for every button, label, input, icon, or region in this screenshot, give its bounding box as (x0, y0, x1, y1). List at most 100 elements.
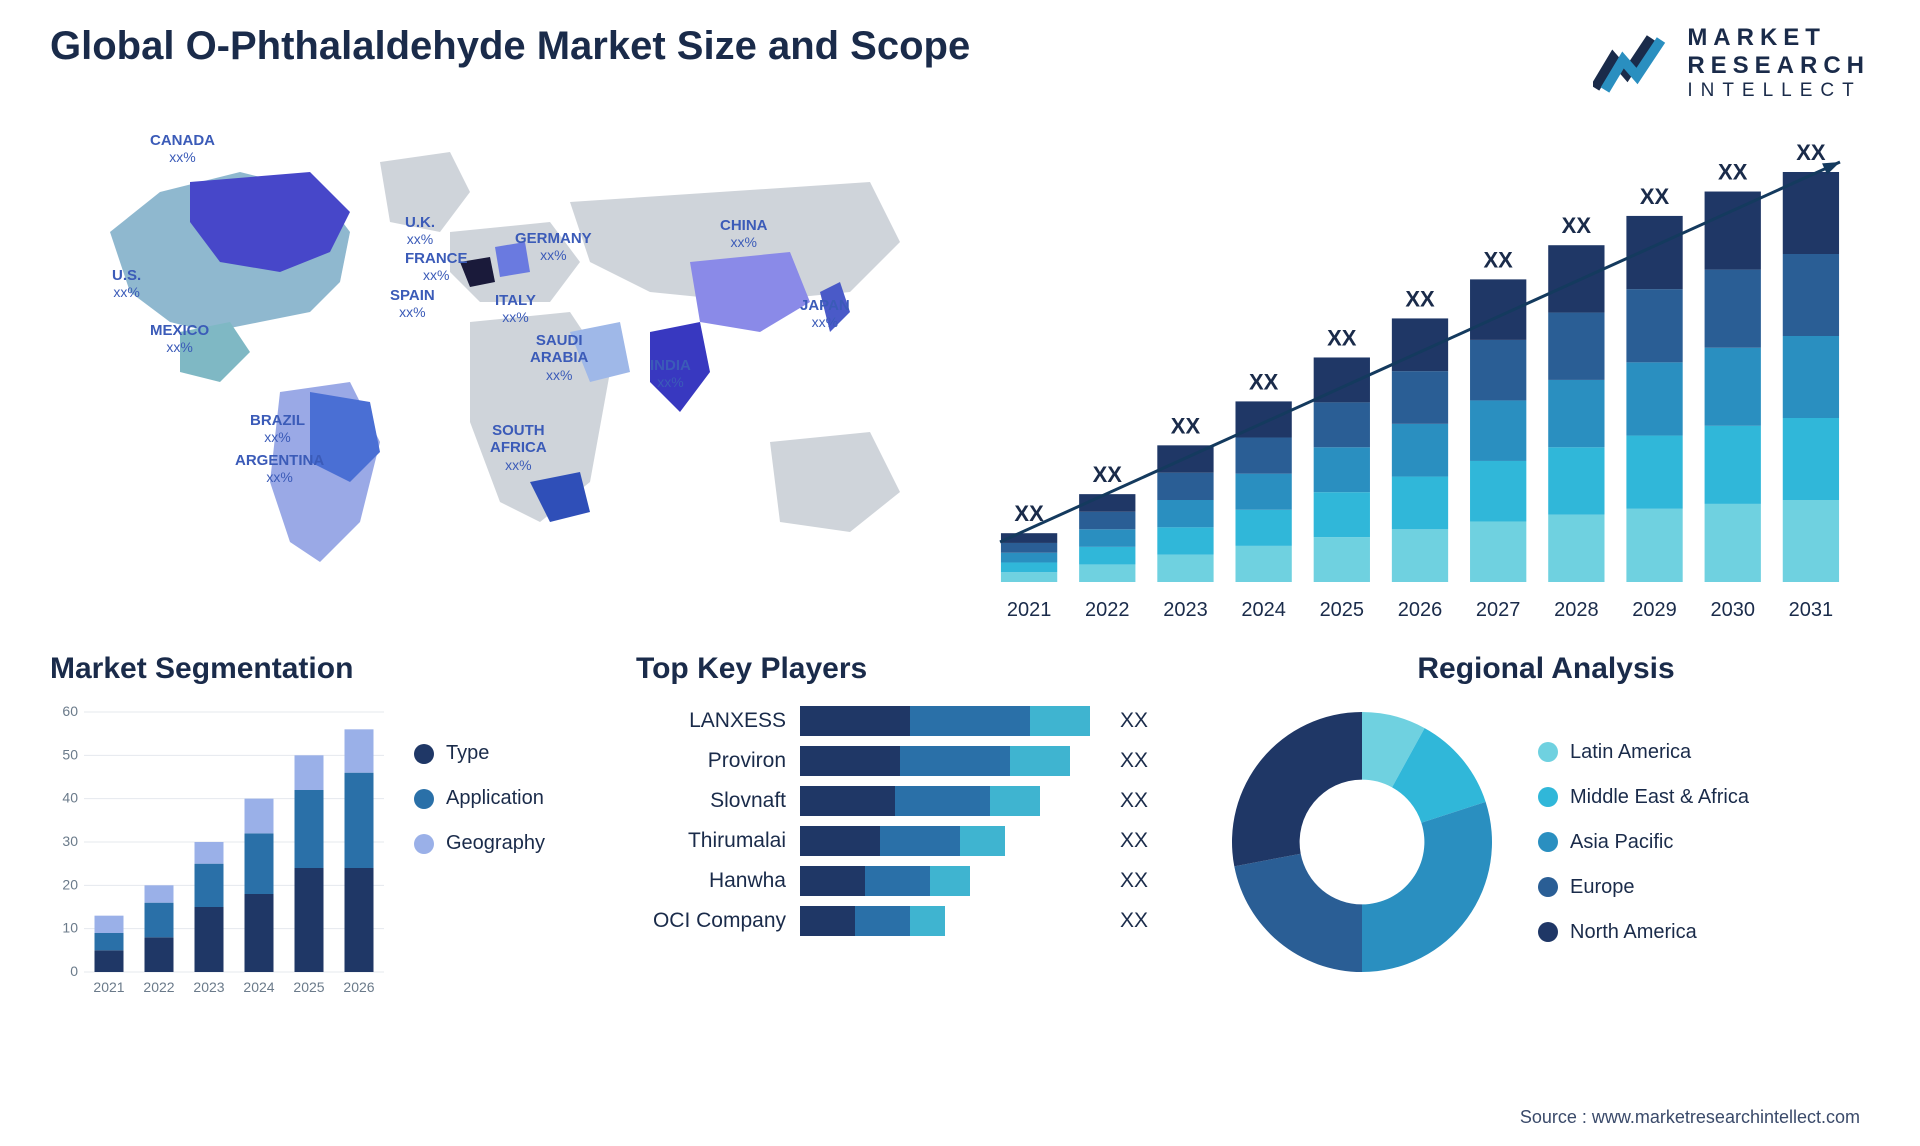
seg-bar-seg (195, 842, 224, 864)
growth-bar-seg (1548, 313, 1604, 380)
seg-year-label: 2022 (143, 979, 174, 995)
player-bar (800, 906, 1100, 936)
swatch-icon (414, 834, 434, 854)
player-bar (800, 826, 1100, 856)
player-bar-seg (800, 706, 910, 736)
regional-legend-label: North America (1570, 921, 1697, 944)
growth-bar-seg (1548, 447, 1604, 514)
seg-ytick: 60 (62, 703, 78, 719)
growth-bar-seg (1626, 216, 1682, 289)
growth-year-label: 2030 (1710, 599, 1755, 621)
player-bar-seg (800, 746, 900, 776)
map-region-china (690, 252, 810, 332)
regional-legend-label: Asia Pacific (1570, 831, 1673, 854)
growth-bar-seg (1314, 492, 1370, 537)
seg-bar-seg (95, 933, 124, 950)
player-row: HanwhaXX (636, 866, 1186, 896)
growth-bar-label: XX (1171, 413, 1201, 438)
regional-legend-item: Europe (1538, 876, 1749, 899)
growth-bar-label: XX (1249, 369, 1279, 394)
player-value: XX (1120, 829, 1148, 853)
regional-legend-label: Middle East & Africa (1570, 786, 1749, 809)
seg-bar-seg (145, 885, 174, 902)
seg-ytick: 10 (62, 920, 78, 936)
swatch-icon (1538, 787, 1558, 807)
regional-legend-item: North America (1538, 921, 1749, 944)
growth-bar-seg (1392, 529, 1448, 582)
player-bar-seg (800, 826, 880, 856)
player-bar-seg (1030, 706, 1090, 736)
growth-bar-seg (1470, 400, 1526, 461)
map-label: FRANCExx% (405, 250, 468, 283)
seg-bar-seg (195, 907, 224, 972)
regional-legend-item: Middle East & Africa (1538, 786, 1749, 809)
regional-legend-label: Europe (1570, 876, 1635, 899)
growth-bar-label: XX (1405, 286, 1435, 311)
players-panel: Top Key Players LANXESSXXProvironXXSlovn… (636, 652, 1186, 1002)
map-label: INDIAxx% (650, 357, 691, 390)
player-bar-seg (960, 826, 1005, 856)
player-row: SlovnaftXX (636, 786, 1186, 816)
seg-bar-seg (95, 950, 124, 972)
growth-bar-seg (1783, 500, 1839, 582)
donut-slice (1362, 802, 1492, 972)
player-value: XX (1120, 789, 1148, 813)
player-row: LANXESSXX (636, 706, 1186, 736)
seg-ytick: 30 (62, 833, 78, 849)
segmentation-chart: 0102030405060202120222023202420252026 (50, 702, 390, 1002)
player-bar-seg (800, 906, 855, 936)
donut-slice (1232, 712, 1362, 866)
player-bar-seg (930, 866, 970, 896)
regional-legend: Latin America Middle East & Africa Asia Pa… (1538, 741, 1749, 944)
player-name: Proviron (636, 749, 786, 773)
map-label: ARGENTINAxx% (235, 452, 324, 485)
growth-bar-seg (1235, 546, 1291, 582)
page-title: Global O-Phthalaldehyde Market Size and … (50, 24, 970, 69)
growth-bar-seg (1548, 380, 1604, 447)
player-bar-seg (900, 746, 1010, 776)
player-name: Thirumalai (636, 829, 786, 853)
growth-bar-seg (1157, 500, 1213, 527)
growth-bar-seg (1392, 424, 1448, 477)
regional-legend-label: Latin America (1570, 741, 1691, 764)
seg-bar-seg (145, 937, 174, 972)
growth-bar-seg (1157, 555, 1213, 582)
donut-slice (1234, 854, 1362, 972)
growth-bar-seg (1470, 340, 1526, 401)
growth-bar-seg (1705, 270, 1761, 348)
growth-bar-seg (1235, 438, 1291, 474)
growth-bar-seg (1626, 509, 1682, 582)
seg-legend-item: Type (414, 742, 545, 765)
growth-year-label: 2027 (1476, 599, 1521, 621)
growth-bar-label: XX (1796, 140, 1826, 165)
seg-bar-seg (295, 868, 324, 972)
growth-bar-seg (1548, 515, 1604, 582)
player-bar-seg (800, 786, 895, 816)
growth-year-label: 2029 (1632, 599, 1677, 621)
growth-bar-label: XX (1640, 184, 1670, 209)
growth-bar-seg (1705, 426, 1761, 504)
growth-year-label: 2028 (1554, 599, 1599, 621)
player-name: Hanwha (636, 869, 786, 893)
growth-year-label: 2022 (1085, 599, 1130, 621)
map-label: CANADAxx% (150, 132, 215, 165)
seg-bar-seg (195, 864, 224, 907)
growth-bar-seg (1001, 543, 1057, 553)
regional-panel: Regional Analysis Latin AmericaMiddle Ea… (1222, 652, 1870, 1002)
growth-bar-seg (1783, 418, 1839, 500)
map-label: U.K.xx% (405, 214, 435, 247)
map-label: JAPANxx% (800, 297, 850, 330)
swatch-icon (1538, 832, 1558, 852)
player-bar-seg (855, 906, 910, 936)
regional-legend-item: Asia Pacific (1538, 831, 1749, 854)
seg-year-label: 2021 (93, 979, 124, 995)
players-list: LANXESSXXProvironXXSlovnaftXXThirumalaiX… (636, 702, 1186, 936)
growth-bar-seg (1157, 473, 1213, 500)
growth-bar-seg (1001, 562, 1057, 572)
regional-legend-item: Latin America (1538, 741, 1749, 764)
seg-bar-seg (345, 868, 374, 972)
growth-bar-seg (1314, 447, 1370, 492)
player-value: XX (1120, 749, 1148, 773)
seg-legend-label: Geography (446, 832, 545, 855)
seg-bar-seg (295, 755, 324, 790)
